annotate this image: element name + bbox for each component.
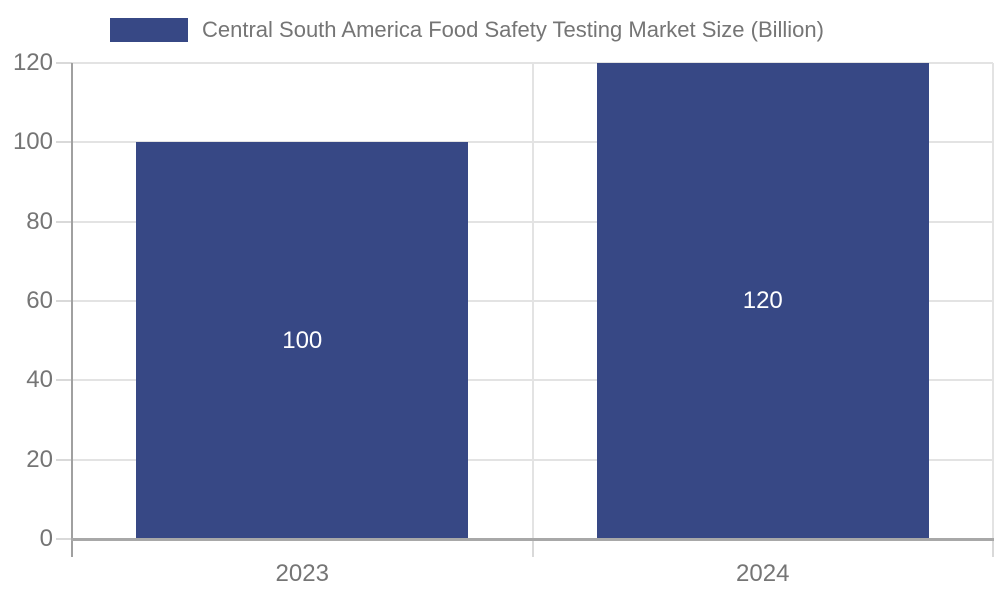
y-tick-mark xyxy=(56,62,72,64)
x-tick-label: 2023 xyxy=(275,560,329,587)
y-tick-label: 120 xyxy=(12,49,53,76)
legend-swatch xyxy=(110,18,188,42)
y-tick-mark xyxy=(56,220,72,223)
y-tick-mark xyxy=(56,538,72,540)
x-tick-mark xyxy=(531,539,534,557)
y-tick-label: 20 xyxy=(26,445,53,473)
y-tick-label: 80 xyxy=(26,207,53,235)
y-axis-line xyxy=(71,63,73,557)
bar-value-label: 100 xyxy=(282,326,323,354)
y-tick-label: 40 xyxy=(26,366,53,394)
x-tick-mark xyxy=(992,539,994,557)
legend-series-label: Central South America Food Safety Testin… xyxy=(202,17,824,42)
gridline-vertical xyxy=(531,63,534,539)
y-tick-mark xyxy=(56,141,72,144)
bar-2024[interactable] xyxy=(596,63,929,539)
y-tick-label: 100 xyxy=(12,128,53,156)
gridline-vertical xyxy=(992,63,994,539)
x-axis-line xyxy=(71,538,994,541)
x-tick-label: 2024 xyxy=(736,560,790,587)
y-tick-mark xyxy=(56,458,72,461)
y-tick-mark xyxy=(56,379,72,382)
legend[interactable]: Central South America Food Safety Testin… xyxy=(110,16,824,44)
y-tick-label: 0 xyxy=(39,525,53,552)
bar-value-label: 120 xyxy=(742,287,783,314)
bar-2023[interactable] xyxy=(136,142,469,539)
y-tick-label: 60 xyxy=(26,287,53,314)
y-tick-mark xyxy=(56,300,72,302)
